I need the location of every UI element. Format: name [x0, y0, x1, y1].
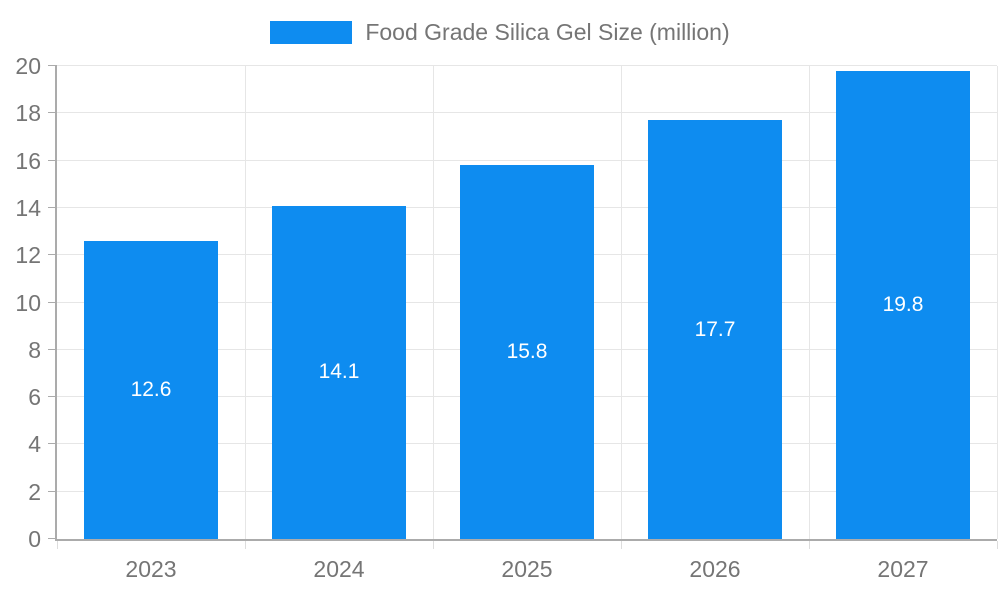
y-axis-tick-label: 16 — [15, 147, 41, 174]
x-axis-tick — [997, 541, 998, 549]
x-axis-category-label: 2026 — [689, 556, 741, 582]
y-axis-tick — [48, 112, 57, 114]
y-axis-tick-label: 8 — [28, 336, 41, 363]
y-axis-tick — [48, 159, 57, 161]
y-axis-tick — [48, 206, 57, 208]
bar-value-label: 15.8 — [506, 340, 548, 364]
gridline-horizontal — [57, 65, 997, 66]
x-axis-tick — [57, 541, 58, 549]
y-axis-tick — [48, 348, 57, 350]
gridline-vertical — [809, 66, 810, 539]
x-axis-tick — [621, 541, 622, 549]
bar-2027: 19.8 — [836, 70, 970, 539]
y-axis-tick-label: 10 — [15, 289, 41, 316]
bar-value-label: 19.8 — [882, 292, 924, 316]
y-axis-tick — [48, 254, 57, 256]
y-axis-tick-label: 4 — [28, 431, 41, 458]
y-axis-tick-label: 2 — [28, 478, 41, 505]
bar-2023: 12.6 — [84, 241, 218, 539]
y-axis-tick — [48, 301, 57, 303]
x-axis-tick — [433, 541, 434, 549]
x-axis-category-label: 2027 — [877, 556, 929, 582]
y-axis-tick-label: 14 — [15, 194, 41, 221]
y-axis-tick — [48, 65, 57, 66]
gridline-horizontal — [57, 112, 997, 114]
y-axis-tick — [48, 396, 57, 398]
bar-2026: 17.7 — [648, 120, 782, 539]
y-axis-tick-label: 12 — [15, 242, 41, 269]
bar-value-label: 12.6 — [130, 377, 172, 401]
legend-series-label: Food Grade Silica Gel Size (million) — [365, 19, 730, 45]
y-axis-tick-label: 18 — [15, 100, 41, 127]
legend-color-swatch — [270, 21, 353, 44]
y-axis-tick — [48, 443, 57, 445]
bar-value-label: 14.1 — [318, 360, 360, 384]
bar-2025: 15.8 — [460, 165, 594, 539]
chart-legend: Food Grade Silica Gel Size (million) — [0, 19, 1000, 46]
bar-2024: 14.1 — [272, 205, 406, 539]
y-axis-tick-label: 20 — [15, 53, 41, 79]
gridline-vertical — [433, 66, 434, 539]
x-axis-tick — [809, 541, 810, 549]
y-axis-tick — [48, 538, 57, 539]
plot-area — [55, 66, 997, 541]
y-axis-tick-label: 6 — [28, 384, 41, 411]
x-axis-tick — [245, 541, 246, 549]
y-axis-tick-label: 0 — [28, 526, 41, 552]
bar-value-label: 17.7 — [694, 317, 736, 341]
gridline-vertical — [997, 66, 998, 539]
x-axis-category-label: 2025 — [501, 556, 553, 582]
x-axis-category-label: 2023 — [125, 556, 177, 582]
x-axis-category-label: 2024 — [313, 556, 365, 582]
y-axis-tick — [48, 490, 57, 492]
gridline-vertical — [621, 66, 622, 539]
gridline-vertical — [245, 66, 246, 539]
gridline-horizontal — [57, 159, 997, 161]
